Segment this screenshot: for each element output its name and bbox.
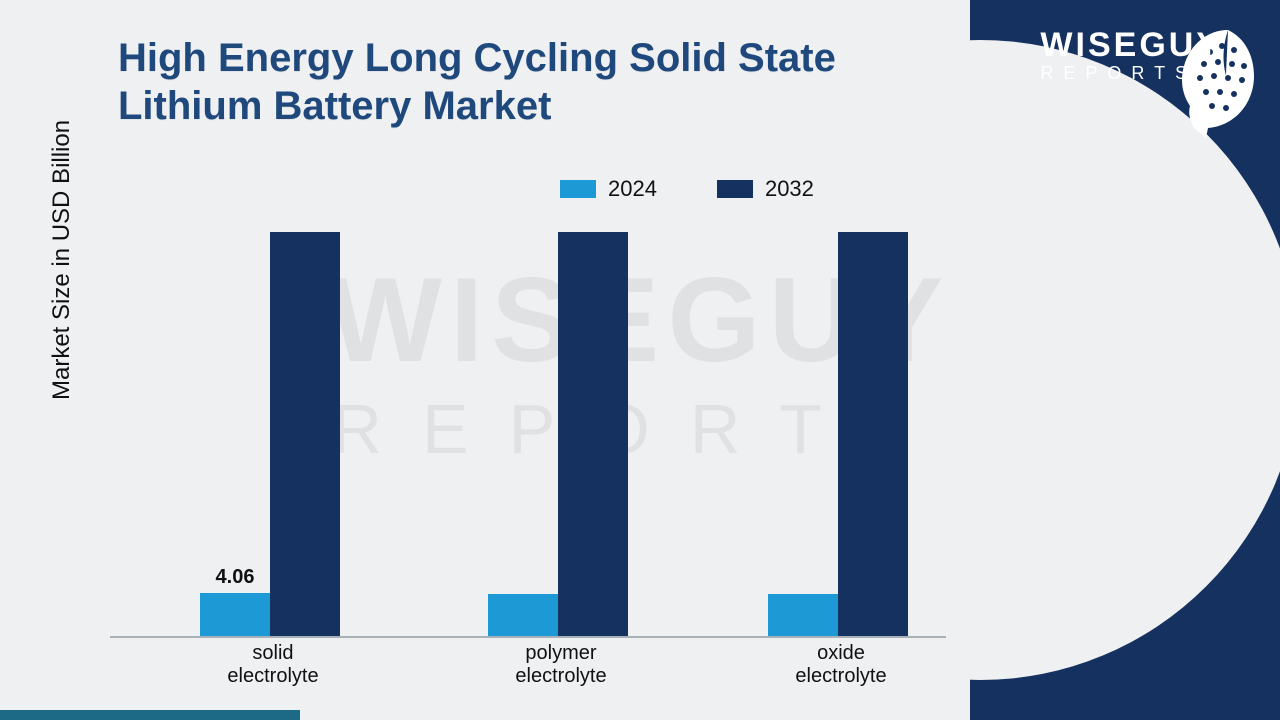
legend-item-2024: 2024	[560, 176, 657, 202]
category-label: polymerelectrolyte	[461, 638, 661, 688]
legend: 2024 2032	[560, 176, 814, 202]
bar-2024	[200, 593, 270, 636]
legend-swatch-2032	[717, 180, 753, 198]
brand-logo: WISEGUY REPORTS	[1040, 28, 1222, 82]
legend-label-2024: 2024	[608, 176, 657, 202]
bar-2024	[488, 594, 558, 636]
y-axis-label: Market Size in USD Billion	[48, 120, 76, 400]
bar-2032	[558, 232, 628, 636]
chart-canvas: WISEGUY REPORTS WISEGUY REPORTS High Ene…	[0, 0, 1280, 720]
bottom-accent-bar	[0, 710, 300, 720]
category-label: solidelectrolyte	[173, 638, 373, 688]
bar-2024	[768, 594, 838, 636]
bar-2032	[838, 232, 908, 636]
legend-label-2032: 2032	[765, 176, 814, 202]
brand-line1: WISEGUY	[1040, 28, 1222, 62]
chart-title: High Energy Long Cycling Solid State Lit…	[118, 34, 878, 130]
legend-swatch-2024	[560, 180, 596, 198]
plot-area: 4.06solidelectrolytepolymerelectrolyteox…	[118, 218, 938, 638]
bar-2032	[270, 232, 340, 636]
category-label: oxideelectrolyte	[741, 638, 941, 688]
brand-line2: REPORTS	[1040, 64, 1222, 82]
legend-item-2032: 2032	[717, 176, 814, 202]
